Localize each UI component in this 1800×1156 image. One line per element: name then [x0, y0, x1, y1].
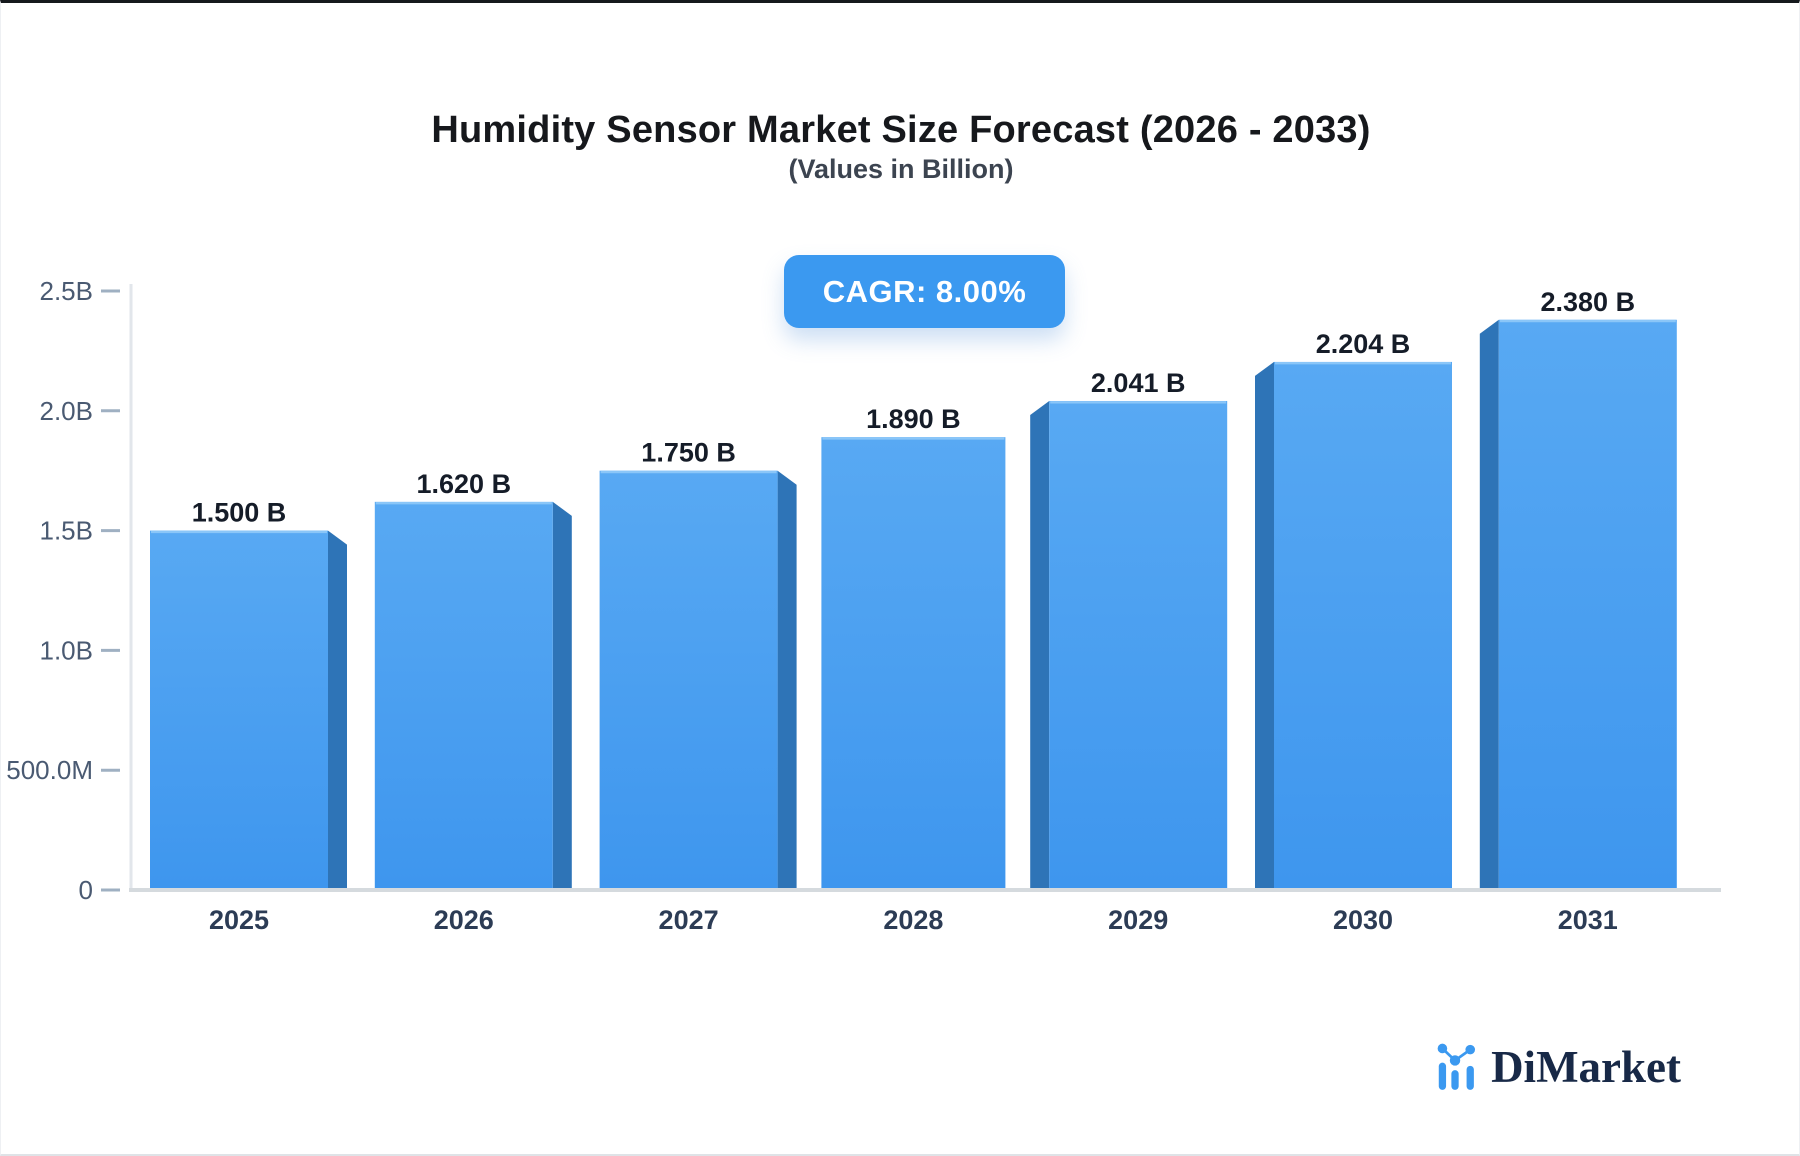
bar-2027 [599, 470, 778, 889]
bar-side-face-2027 [777, 470, 797, 889]
x-axis-label-2028: 2028 [883, 905, 943, 935]
bar-2030 [1274, 361, 1452, 889]
bar-value-label-2028: 1.890 B [866, 404, 961, 434]
bar-2031 [1498, 319, 1677, 889]
x-axis-label-2025: 2025 [209, 905, 269, 935]
cagr-badge-label: CAGR: 8.00% [822, 273, 1027, 309]
x-axis-label-2031: 2031 [1558, 905, 1618, 935]
x-axis-label-2029: 2029 [1108, 905, 1168, 935]
logo-dot-2 [1449, 1055, 1461, 1066]
bar-2026 [374, 501, 553, 889]
y-tick-label-2: 1.0B [40, 635, 94, 665]
bar-value-label-2025: 1.500 B [192, 498, 287, 528]
chart-subtitle: (Values in Billion) [788, 154, 1014, 184]
y-tick-label-1: 500.0M [6, 755, 93, 785]
bar-side-face-2025 [328, 530, 347, 889]
bar-value-label-2030: 2.204 B [1316, 329, 1411, 359]
chart-title: Humidity Sensor Market Size Forecast (20… [431, 109, 1371, 151]
y-tick-label-0: 0 [79, 875, 93, 905]
bar-side-face-2029 [1030, 400, 1050, 889]
y-tick-label-3: 1.5B [40, 516, 94, 546]
dimarket-logo-text: DiMarket [1491, 1042, 1681, 1092]
bar-2029 [1049, 400, 1228, 889]
x-axis-label-2026: 2026 [434, 905, 494, 935]
cagr-badge: CAGR: 8.00% [784, 255, 1065, 328]
bar-value-label-2031: 2.380 B [1541, 287, 1636, 317]
logo-bar-1 [1438, 1062, 1447, 1090]
bar-side-face-2031 [1479, 319, 1499, 889]
logo-bar-2 [1451, 1070, 1459, 1090]
bar-chart-plot: 0 500.0M 1.0B 1.5B 2.0B 2.5B 1.500 B 2025 1.620 … [6, 276, 1721, 935]
bar-side-face-2026 [552, 501, 572, 889]
bar-value-label-2026: 1.620 B [417, 469, 512, 499]
bar-value-label-2029: 2.041 B [1091, 368, 1186, 398]
x-axis-label-2027: 2027 [659, 905, 719, 935]
dimarket-logo: DiMarket [1436, 1041, 1681, 1093]
dimarket-logo-icon [1437, 1043, 1476, 1090]
bar-2028 [821, 437, 1006, 889]
y-tick-label-5: 2.5B [40, 276, 94, 306]
x-axis-label-2030: 2030 [1333, 905, 1393, 935]
bar-side-face-2030 [1255, 361, 1274, 889]
logo-dot-3 [1465, 1044, 1476, 1055]
bar-2025 [150, 530, 328, 889]
bar-value-label-2027: 1.750 B [641, 438, 736, 468]
y-tick-label-4: 2.0B [40, 396, 94, 426]
logo-dot-1 [1437, 1043, 1448, 1054]
logo-bar-3 [1466, 1065, 1474, 1090]
